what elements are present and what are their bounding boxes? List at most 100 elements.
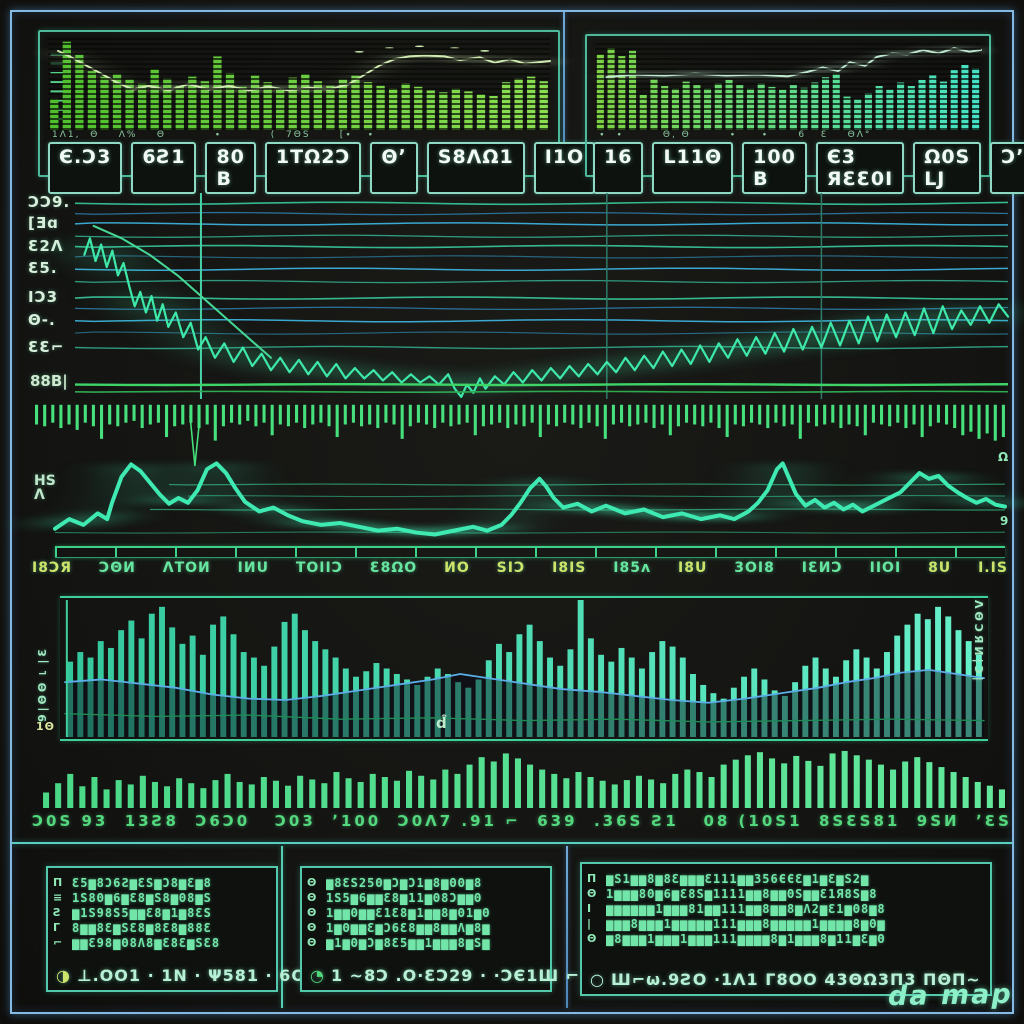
- value-badge[interactable]: L11Θ: [652, 142, 734, 194]
- y-axis-label: [Ǝɑ: [28, 213, 59, 232]
- table-1-footer: ◑ ⊥.OO1 ∙ 1Ν ∙ Ψ581 ∙ 6O1Ɔ: [56, 966, 331, 985]
- secondary-histogram-chart: [40, 746, 1008, 808]
- value-badge[interactable]: I1O: [533, 142, 596, 194]
- x-axis-label: I8IЅ: [552, 560, 587, 576]
- value-badge[interactable]: Θʼ: [370, 142, 418, 194]
- mid-chart-y-labels: ƆƆ9. [Ǝɑ Ɛ2Λ Ɛ5. IƆ3 Θ-. ƐƐ⌐: [28, 193, 74, 399]
- value-badge[interactable]: 1TΩ2Ɔ: [264, 142, 362, 194]
- value-badge[interactable]: Ɔʼ: [990, 142, 1024, 194]
- table-side-mark: Θ: [307, 906, 317, 919]
- value-badge[interactable]: 100 B: [742, 142, 807, 194]
- table-row[interactable]: ▆8ƐЅ25Θ▆Ɔ▆Ɔ1▆8▆ΘΘ▆8: [326, 876, 483, 890]
- table-side-mark: ⌐: [53, 936, 63, 949]
- table-row[interactable]: ▆▆▆▆▆▆1▆▆▆81▆▆111▆▆8▆▆8▆Λ2▆Ɛ1▆Θ8▆8: [606, 902, 886, 916]
- x-axis-label: Ɛ8ΩO: [369, 560, 418, 576]
- data-table-1[interactable]: Π ≡ Ƨ Γ ⌐ Ɛ5▆8Ɔ6Ƨ▆ƐЅ▆Ɔ8▆Ɛ▆8 1Ѕ8Θ▆6▆Ɛ8▆Ѕ8▆Θ8▆Ѕ…: [46, 866, 330, 992]
- data-table-3[interactable]: Π Θ I | Θ ▆Ѕ1▆▆8▆8Ɛ▆▆▆Ɛ111▆▆356ЄЄƐ▆1▆Ɛ▆Ѕ2▆ 1▆…: [580, 862, 992, 996]
- quarter-circle-icon: ◔: [310, 966, 325, 985]
- y-axis-label: ƐƐ⌐: [28, 337, 65, 356]
- table-row[interactable]: 1Ѕ8Θ▆6▆Ɛ8▆Ѕ8▆Θ8▆Ѕ: [72, 891, 212, 905]
- table-3-footer-text: Ш⌐ω.9ƧO ∙1Λ1 Γ8OO 43ΘΩ3Π3 ΠΘΠ∼: [610, 970, 981, 989]
- table-side-mark: Ƨ: [53, 906, 61, 919]
- volume-histogram-chart[interactable]: [65, 600, 984, 737]
- x-axis-label: I8U: [678, 560, 708, 576]
- table-row[interactable]: 1▆Θ▆▆Ɛ▆Ɔ6Ɛ8▆▆8▆▆Λ▆8▆: [326, 921, 491, 935]
- wave-chart-label: HЅ Λ: [34, 474, 56, 502]
- table-1-footer-text: ⊥.OO1 ∙ 1Ν ∙ Ψ581 ∙ 6O1Ɔ: [76, 966, 331, 985]
- table-side-mark: ≡: [53, 891, 63, 904]
- wave-right-label-mid: 9: [1000, 514, 1009, 528]
- half-circle-icon: ◑: [56, 966, 71, 985]
- table-row[interactable]: ▆Ѕ1▆▆8▆8Ɛ▆▆▆Ɛ111▆▆356ЄЄƐ▆1▆Ɛ▆Ѕ2▆: [606, 872, 870, 886]
- histogram-frame: [60, 596, 988, 741]
- value-badge[interactable]: 16: [593, 142, 644, 194]
- table-row[interactable]: Ɛ5▆8Ɔ6Ƨ▆ƐЅ▆Ɔ8▆Ɛ▆8: [72, 876, 212, 890]
- x-axis-label: ƆΘИ: [98, 560, 136, 576]
- x-axis-label: I85ʌ: [613, 560, 652, 576]
- table-row[interactable]: ▆1▆Θ▆Ɔ▆8Ɛ5▆▆1▆▆▆8▆Ѕ▆: [326, 936, 491, 950]
- top-left-tick-labels: 1Λ1, Θ Λ% Θ ∙ ( 7ΘЅ [∙ ∙: [52, 130, 376, 140]
- y-axis-label: IƆ3: [28, 288, 59, 307]
- wave-right-label-top: Ω: [998, 450, 1009, 464]
- ticker-numbers-row: Ɔ0Ѕ 93 13Ƨ8 Ɔ6Ɔ0 Ɔ03 ʼ100 Ɔ0Λ7 .91 ⌐ 639…: [32, 812, 1012, 830]
- table-side-mark: Θ: [307, 936, 317, 949]
- x-axis-label: ИO: [444, 560, 470, 576]
- mid-multiline-chart[interactable]: [75, 193, 1008, 399]
- x-axis-label: 3OI8: [734, 560, 775, 576]
- watermark-text: da map: [887, 978, 1013, 1013]
- x-axis-label: ЅIƆ: [496, 560, 526, 576]
- top-right-badges: 16 L11Θ 100 B Є3 ЯƐƐ0I Ω0Ѕ LJ Ɔʼ: [593, 142, 1024, 194]
- wave-label-top: HЅ: [34, 473, 56, 489]
- table-side-mark: I: [587, 902, 592, 915]
- table-2-footer: ◔ 1 ∼8Ɔ .O∙ƐƆ29 ∙ ∙ƆЄ1Ш ⌐: [310, 966, 580, 985]
- table-2-grid: ▆8ƐЅ25Θ▆Ɔ▆Ɔ1▆8▆ΘΘ▆8 1Ѕ5▆6▆▆Ɛ8▆11▆Θ8Ɔ▆▆Θ 1▆…: [326, 876, 544, 951]
- y-axis-label: ƆƆ9.: [28, 193, 71, 212]
- bottom-section-divider: [12, 842, 1012, 844]
- table-side-mark: |: [587, 917, 592, 930]
- table-side-mark: Θ: [587, 887, 597, 900]
- table-row[interactable]: ▆▆Ɛ98▆Θ8Λ8▆Ɛ8Ɛ▆ЅƐ8: [72, 936, 221, 950]
- x-axis-label: IƐИƆ: [801, 560, 843, 576]
- table-side-mark: Θ: [307, 876, 317, 889]
- value-badge[interactable]: Є.Ɔ3: [48, 142, 123, 194]
- bottom-divider-1: [281, 846, 283, 1008]
- x-axis-label: IIOI: [869, 560, 902, 576]
- x-axis-label: I8ƆЯ: [32, 560, 73, 576]
- histogram-left-axis-label: 9|ΘΘ⌐|Ɛ: [36, 645, 49, 722]
- histogram-right-axis-label: ΛΘƆЯИ|Ɔ|: [972, 600, 985, 684]
- table-row[interactable]: ▆▆▆8▆▆▆1▆▆▆▆▆111▆▆▆8▆▆▆▆▆1▆▆▆▆8▆Θ▆: [606, 917, 886, 931]
- value-badge[interactable]: 80 B: [205, 142, 256, 194]
- value-badge[interactable]: 6Ƨ1: [131, 142, 197, 194]
- histogram-annotation: d̂: [436, 714, 447, 732]
- table-side-mark: Θ: [307, 921, 317, 934]
- table-row[interactable]: 1▆▆▆8Θ▆6▆Ɛ8Ѕ▆1111▆▆8▆▆ΘЅ▆▆Ɛ1Я8Ѕ▆8: [606, 887, 878, 901]
- table-3-grid: ▆Ѕ1▆▆8▆8Ɛ▆▆▆Ɛ111▆▆356ЄЄƐ▆1▆Ɛ▆Ѕ2▆ 1▆▆▆8Θ▆6…: [606, 872, 984, 947]
- value-badge[interactable]: Є3 ЯƐƐ0I: [815, 142, 905, 194]
- table-row[interactable]: 1Ѕ5▆6▆▆Ɛ8▆11▆Θ8Ɔ▆▆Θ: [326, 891, 483, 905]
- table-row[interactable]: ▆1Ѕ98Ѕ5▆▆Ɛ8▆1▆8ƐЅ: [72, 906, 212, 920]
- table-row[interactable]: ▆8▆▆▆1▆▆▆1▆▆▆111▆▆▆▆8▆1▆▆▆8▆11▆Ɛ▆Θ: [606, 932, 886, 946]
- wave-oscillator-chart[interactable]: [55, 450, 1005, 546]
- top-panel-divider: [563, 12, 565, 182]
- x-axis-label: TOIIƆ: [295, 560, 344, 576]
- table-row[interactable]: 8▆▆8Ɛ▆ЅƐ8▆8Ɛ8▆88Ɛ: [72, 921, 212, 935]
- table-side-mark: Π: [587, 872, 597, 885]
- top-left-badges: Є.Ɔ3 6Ƨ1 80 B 1TΩ2Ɔ Θʼ Ѕ8ΛΩ1 I1O: [48, 142, 596, 194]
- x-axis-line: [55, 546, 1005, 558]
- y-axis-label: Θ-.: [28, 310, 56, 329]
- wave-label-bottom: Λ: [34, 487, 45, 503]
- value-badge[interactable]: Ω0Ѕ LJ: [913, 142, 982, 194]
- top-left-bar-chart[interactable]: [48, 38, 550, 130]
- table-side-mark: Θ: [307, 891, 317, 904]
- table-row[interactable]: 1▆▆Θ▆▆Ɛ1Ɛ8▆1▆▆8▆Θ1▆Θ: [326, 906, 491, 920]
- table-side-mark: Π: [53, 876, 63, 889]
- value-badge[interactable]: Ѕ8ΛΩ1: [426, 142, 525, 194]
- top-right-bar-chart[interactable]: [595, 42, 981, 130]
- top-right-tick-labels: ∙ ∙ Θ, Θ ∙ ∙ 6 Ɛ ΘΛ°: [599, 130, 872, 140]
- table-1-side-marks: Π ≡ Ƨ Γ ⌐: [53, 876, 62, 949]
- time-tick-strip: [35, 402, 1010, 448]
- table-side-mark: Γ: [53, 921, 61, 934]
- x-axis-label: IИU: [237, 560, 269, 576]
